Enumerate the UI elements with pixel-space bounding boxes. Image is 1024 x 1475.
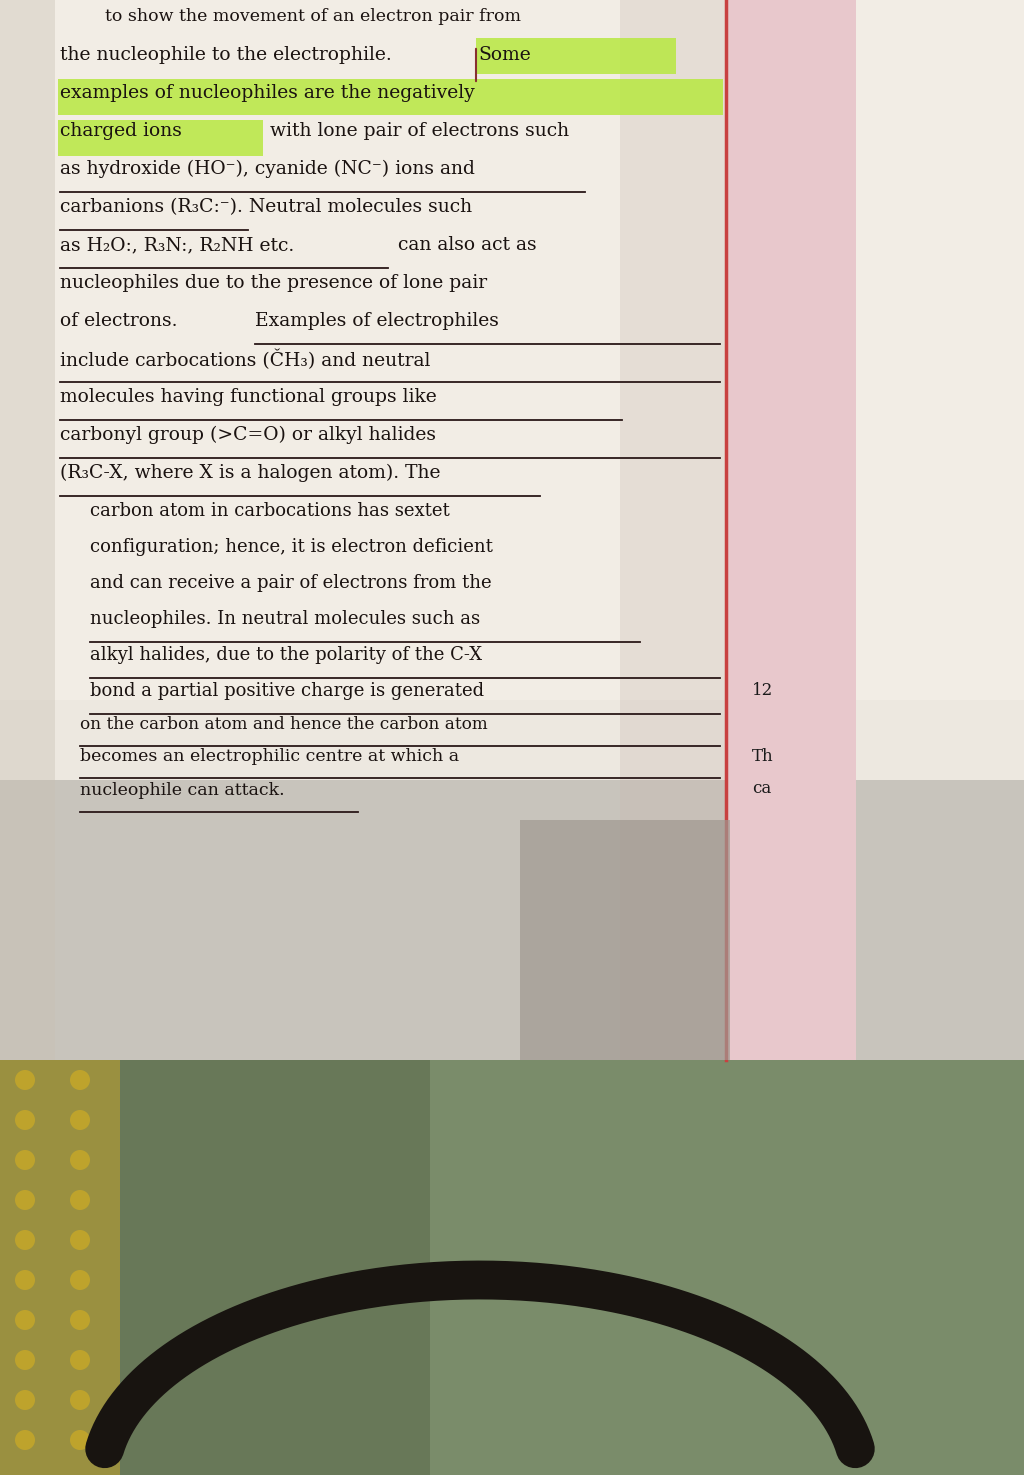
Bar (0, 780, 1024, 1061)
Circle shape (70, 1310, 90, 1330)
Text: of electrons.: of electrons. (60, 313, 177, 330)
Circle shape (70, 1270, 90, 1291)
Text: carbanions (R₃C:⁻). Neutral molecules such: carbanions (R₃C:⁻). Neutral molecules su… (60, 198, 472, 215)
Text: carbon atom in carbocations has sextet: carbon atom in carbocations has sextet (90, 502, 450, 521)
Text: nucleophiles. In neutral molecules such as: nucleophiles. In neutral molecules such … (90, 611, 480, 628)
Text: bond a partial positive charge is generated: bond a partial positive charge is genera… (90, 681, 484, 701)
Circle shape (70, 1230, 90, 1249)
Bar (476, 38, 676, 74)
Text: with lone pair of electrons such: with lone pair of electrons such (270, 122, 569, 140)
Text: Some: Some (478, 46, 530, 63)
Bar (0, 1061, 1024, 1475)
Text: as hydroxide (HO⁻), cyanide (NC⁻) ions and: as hydroxide (HO⁻), cyanide (NC⁻) ions a… (60, 159, 475, 178)
Text: molecules having functional groups like: molecules having functional groups like (60, 388, 437, 406)
Text: and can receive a pair of electrons from the: and can receive a pair of electrons from… (90, 574, 492, 591)
Text: examples of nucleophiles are the negatively: examples of nucleophiles are the negativ… (60, 84, 475, 102)
Bar (0, 0, 1024, 701)
Circle shape (15, 1429, 35, 1450)
Text: can also act as: can also act as (398, 236, 537, 254)
Text: configuration; hence, it is electron deficient: configuration; hence, it is electron def… (90, 538, 493, 556)
Bar (58, 119, 263, 156)
Circle shape (70, 1389, 90, 1410)
Text: nucleophile can attack.: nucleophile can attack. (80, 782, 285, 799)
Circle shape (15, 1270, 35, 1291)
Circle shape (70, 1429, 90, 1450)
Circle shape (15, 1350, 35, 1370)
Circle shape (15, 1310, 35, 1330)
Circle shape (70, 1150, 90, 1170)
Text: nucleophiles due to the presence of lone pair: nucleophiles due to the presence of lone… (60, 274, 487, 292)
Text: charged ions: charged ions (60, 122, 182, 140)
Bar (620, 0, 726, 1061)
Bar (0, 1061, 120, 1475)
Text: to show the movement of an electron pair from: to show the movement of an electron pair… (105, 7, 521, 25)
Text: 12: 12 (752, 681, 773, 699)
Text: Examples of electrophiles: Examples of electrophiles (255, 313, 499, 330)
Circle shape (70, 1350, 90, 1370)
Bar (0, 0, 1024, 1061)
Circle shape (15, 1111, 35, 1130)
Text: becomes an electrophilic centre at which a: becomes an electrophilic centre at which… (80, 748, 459, 766)
Text: (R₃C-X, where X is a halogen atom). The: (R₃C-X, where X is a halogen atom). The (60, 465, 440, 482)
Text: on the carbon atom and hence the carbon atom: on the carbon atom and hence the carbon … (80, 715, 487, 733)
Text: alkyl halides, due to the polarity of the C-X: alkyl halides, due to the polarity of th… (90, 646, 482, 664)
Circle shape (15, 1190, 35, 1210)
Bar (430, 1061, 1024, 1475)
Text: the nucleophile to the electrophile.: the nucleophile to the electrophile. (60, 46, 392, 63)
Bar (0, 0, 55, 1061)
Bar (520, 820, 730, 1061)
Circle shape (15, 1389, 35, 1410)
Circle shape (70, 1069, 90, 1090)
Circle shape (70, 1190, 90, 1210)
Text: as H₂O:, R₃N:, R₂NH etc.: as H₂O:, R₃N:, R₂NH etc. (60, 236, 294, 254)
Circle shape (15, 1150, 35, 1170)
Bar (726, 0, 856, 1061)
Bar (58, 80, 723, 115)
Circle shape (15, 1230, 35, 1249)
Text: include carbocations (ČH₃) and neutral: include carbocations (ČH₃) and neutral (60, 350, 430, 370)
Text: carbonyl group (>C=O) or alkyl halides: carbonyl group (>C=O) or alkyl halides (60, 426, 436, 444)
Text: ca: ca (752, 780, 771, 797)
Circle shape (70, 1111, 90, 1130)
Circle shape (15, 1069, 35, 1090)
Text: Th: Th (752, 748, 773, 766)
